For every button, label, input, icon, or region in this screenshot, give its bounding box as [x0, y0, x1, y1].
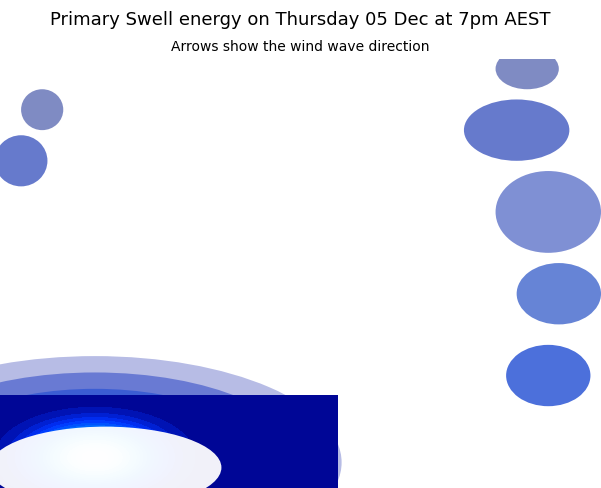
Ellipse shape: [0, 427, 221, 488]
Ellipse shape: [0, 372, 304, 488]
Text: Primary Swell energy on Thursday 05 Dec at 7pm AEST: Primary Swell energy on Thursday 05 Dec …: [50, 12, 551, 29]
Ellipse shape: [0, 135, 47, 186]
Ellipse shape: [496, 171, 601, 253]
Ellipse shape: [506, 345, 590, 406]
Ellipse shape: [496, 48, 559, 89]
Ellipse shape: [0, 389, 266, 488]
Text: Arrows show the wind wave direction: Arrows show the wind wave direction: [171, 40, 430, 54]
Ellipse shape: [517, 263, 601, 325]
Ellipse shape: [464, 100, 569, 161]
Ellipse shape: [0, 356, 341, 488]
Ellipse shape: [21, 89, 63, 130]
